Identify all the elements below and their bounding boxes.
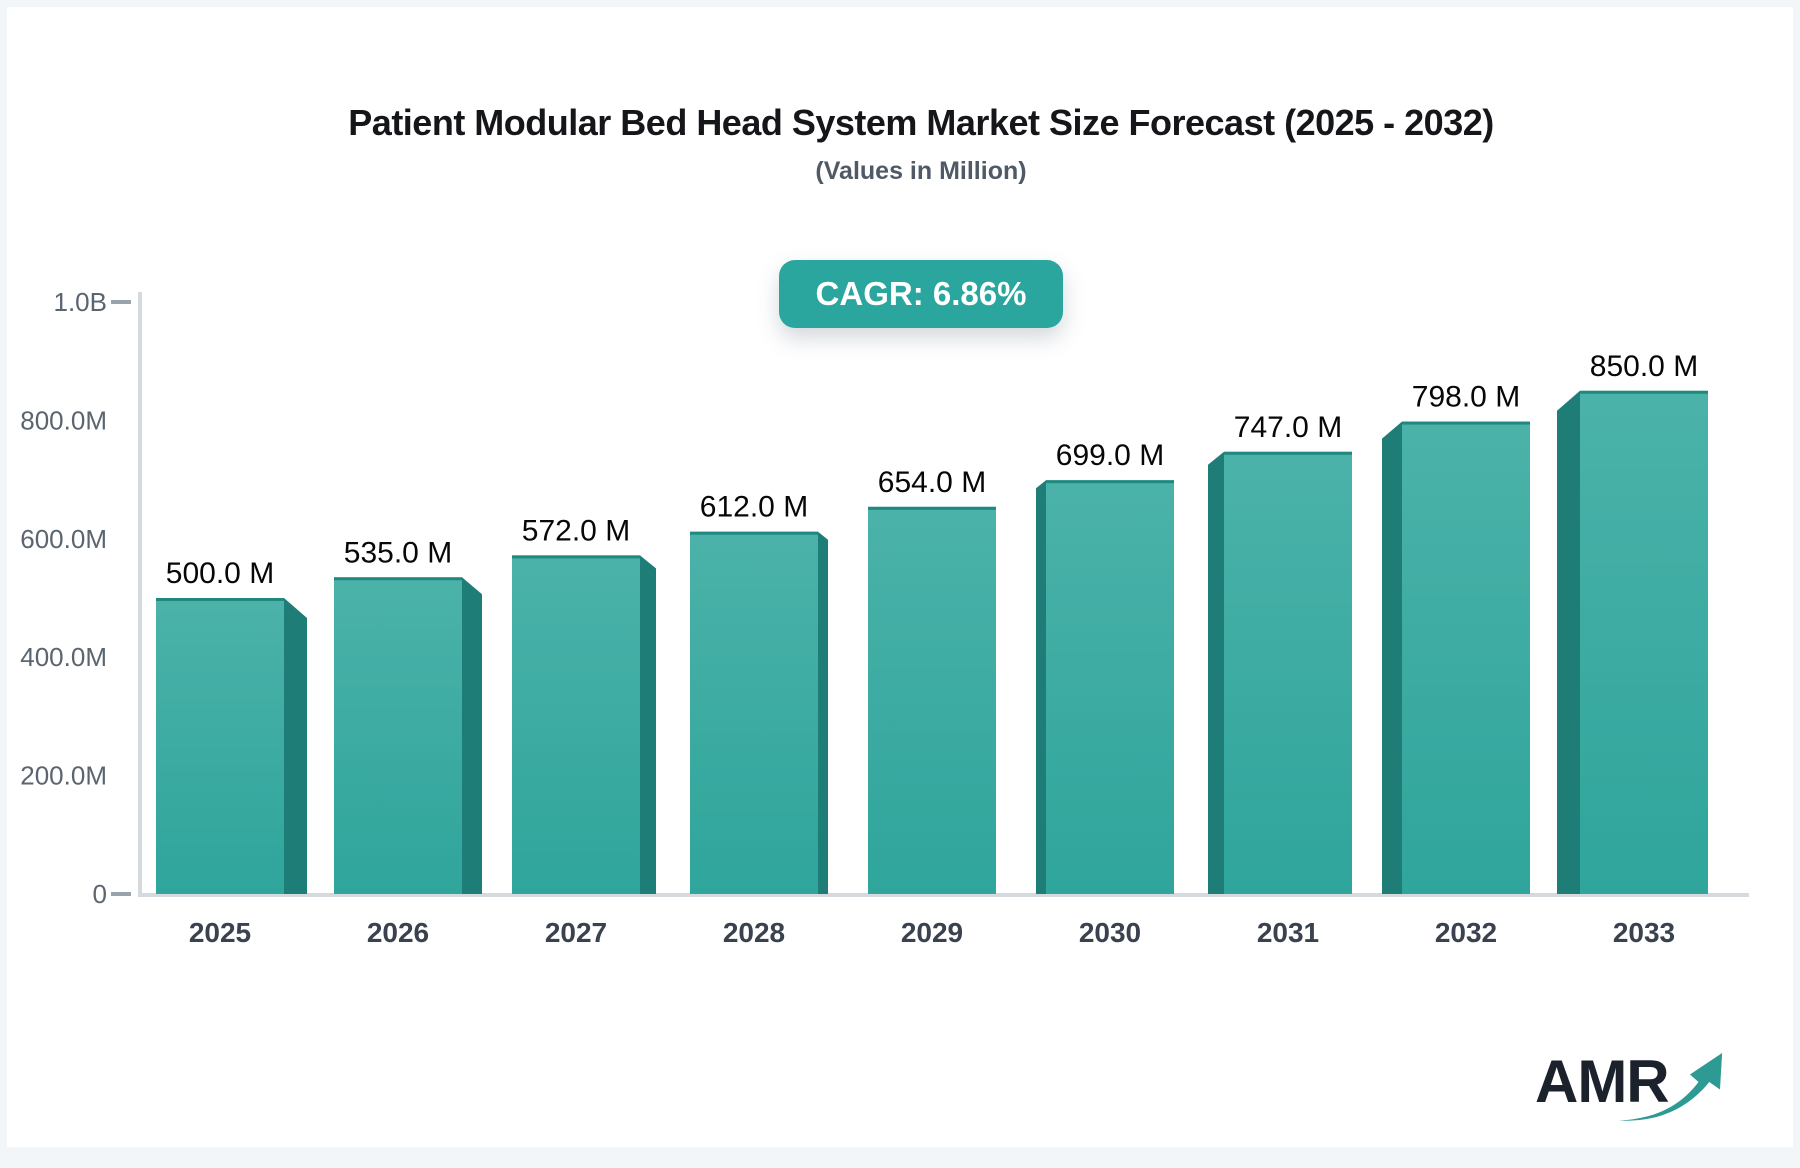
bar-side-face (818, 531, 828, 894)
cagr-badge: CAGR: 6.86% (778, 260, 1064, 328)
chart-subtitle: (Values in Million) (815, 157, 1027, 185)
bar-2029 (868, 506, 996, 894)
chart-card: Patient Modular Bed Head System Market S… (7, 7, 1793, 1147)
bar-top-edge (512, 555, 640, 559)
cagr-badge-wrap: CAGR: 6.86% (49, 260, 1793, 328)
bar-2030 (1046, 480, 1174, 894)
bar-top-edge (690, 531, 818, 535)
bar-side-face (1382, 421, 1402, 894)
bar-2032 (1402, 421, 1530, 894)
bar-value-label: 747.0 M (1234, 411, 1342, 444)
bar-value-label: 654.0 M (878, 466, 986, 499)
bar-value-label: 572.0 M (522, 514, 630, 547)
bar-side-face (1036, 480, 1046, 894)
bar-top-edge (156, 598, 284, 601)
x-tick-label: 2032 (1435, 917, 1497, 948)
x-tick-label: 2031 (1257, 917, 1319, 948)
bar-side-face (284, 598, 307, 894)
x-tick-label: 2030 (1079, 917, 1141, 948)
y-tick-label: 200.0M (20, 761, 107, 791)
x-tick-label: 2033 (1613, 917, 1675, 948)
x-tick-label: 2026 (367, 917, 429, 948)
amr-logo-text: AMR (1535, 1048, 1670, 1115)
x-tick-label: 2029 (901, 917, 963, 948)
bar-top-edge (334, 577, 462, 581)
bar-side-face (1208, 451, 1224, 894)
bar-value-label: 612.0 M (700, 491, 808, 524)
y-tick-label: 0 (93, 879, 107, 909)
bar-value-label: 699.0 M (1056, 439, 1164, 472)
y-tick-label: 1.0B (54, 287, 108, 317)
bar-top-edge (1224, 451, 1352, 455)
y-tick-label: 600.0M (20, 524, 107, 554)
bar-top-edge (1046, 480, 1174, 484)
y-tick-label: 400.0M (20, 642, 107, 672)
bar-2026 (334, 577, 462, 894)
growth-arrow-icon (1619, 1053, 1723, 1121)
bar-side-face (640, 555, 656, 894)
chart-stage: Patient Modular Bed Head System Market S… (7, 7, 1793, 1147)
bar-2028 (690, 531, 818, 894)
amr-logo: AMR (1535, 1047, 1745, 1137)
bar-value-label: 850.0 M (1590, 350, 1698, 383)
bar-side-face (1557, 390, 1580, 894)
bar-2033 (1580, 390, 1708, 894)
bar-value-label: 535.0 M (344, 536, 452, 569)
bar-top-edge (1580, 390, 1708, 394)
chart-canvas-svg: 0 200.0M 400.0M 600.0M 800.0M 1.0B 500.0 M 2025… (20, 287, 1749, 948)
bar-2031 (1224, 451, 1352, 894)
chart-title: Patient Modular Bed Head System Market S… (348, 102, 1494, 143)
bar-top-edge (1402, 421, 1530, 425)
bar-2025 (156, 598, 284, 894)
bar-top-edge (868, 506, 996, 510)
bar-value-label: 500.0 M (166, 557, 274, 590)
y-tick-label: 800.0M (20, 405, 107, 435)
x-tick-label: 2028 (723, 917, 785, 948)
bar-value-label: 798.0 M (1412, 381, 1520, 414)
x-tick-label: 2025 (189, 917, 251, 948)
bar-chart: 0 200.0M 400.0M 600.0M 800.0M 1.0B 500.0 M 2025… (7, 7, 1800, 1168)
x-tick-label: 2027 (545, 917, 607, 948)
bar-side-face (462, 577, 482, 894)
bar-2027 (512, 555, 640, 894)
